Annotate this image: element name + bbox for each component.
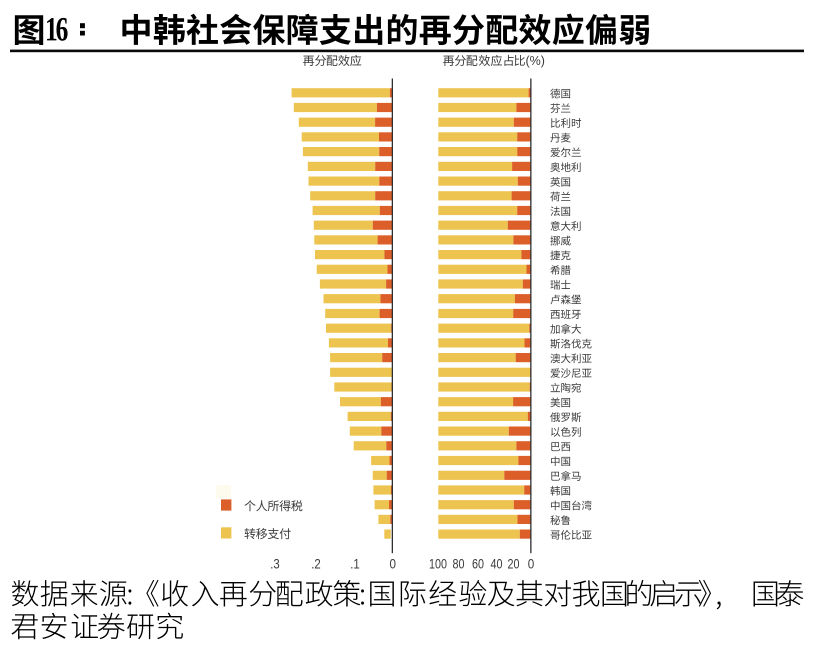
svg-text:0: 0 bbox=[528, 556, 535, 571]
svg-text:(%): (%) bbox=[526, 54, 545, 68]
svg-text:80: 80 bbox=[453, 556, 465, 571]
svg-text:40: 40 bbox=[491, 556, 503, 571]
svg-text:.1: .1 bbox=[350, 556, 360, 571]
svg-text:100: 100 bbox=[429, 556, 447, 571]
svg-text:0: 0 bbox=[390, 556, 397, 571]
svg-text:.3: .3 bbox=[270, 556, 280, 571]
svg-text:.2: .2 bbox=[311, 556, 321, 571]
svg-text:60: 60 bbox=[472, 556, 484, 571]
svg-text:20: 20 bbox=[508, 556, 520, 571]
